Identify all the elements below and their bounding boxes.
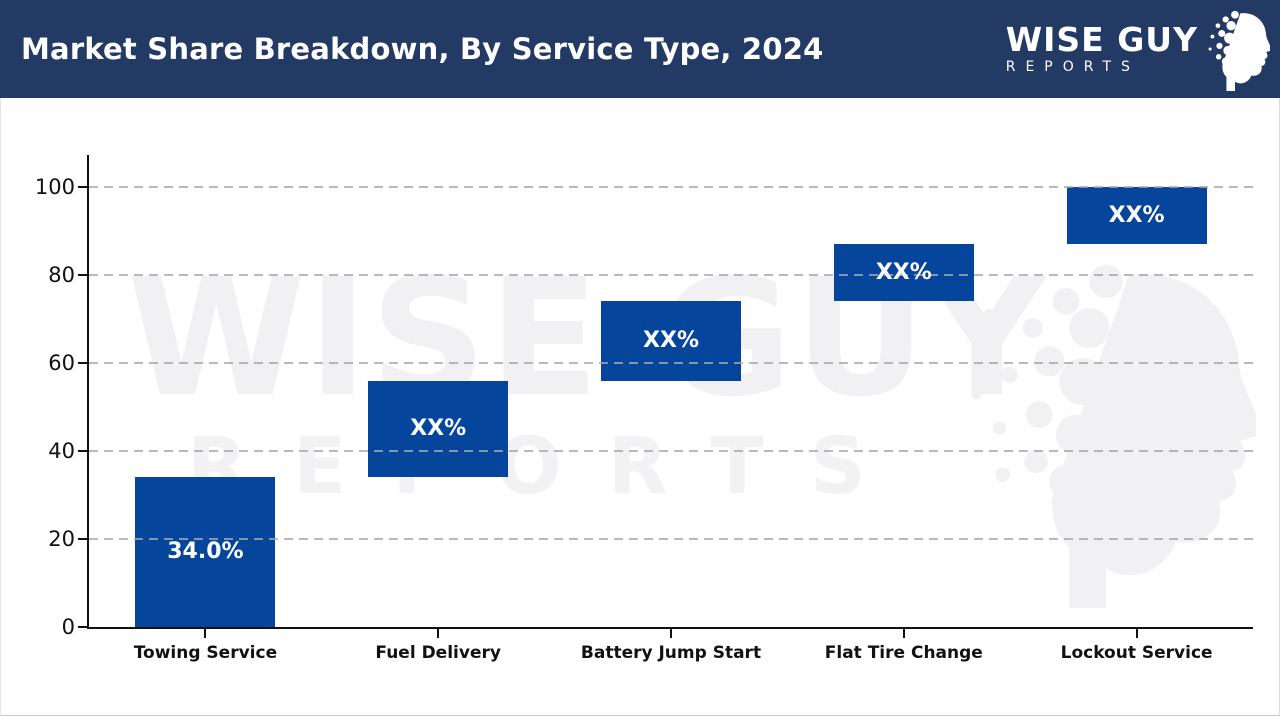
wiseguy-face-icon	[1208, 10, 1270, 91]
bar-value-label: XX%	[875, 259, 932, 285]
y-tick-label: 0	[61, 615, 75, 639]
bar-value-label: XX%	[410, 416, 467, 441]
bar-fuel-delivery	[368, 380, 509, 478]
gridline-60	[89, 362, 1253, 364]
y-tick	[78, 362, 87, 364]
wiseguy-logo: WISE GUY REPORTS	[1006, 6, 1280, 92]
y-tick-label: 80	[48, 263, 75, 287]
x-tick	[204, 629, 207, 638]
y-tick-label: 20	[48, 527, 75, 551]
x-category-label: Battery Jump Start	[580, 643, 762, 663]
x-tick	[670, 629, 672, 638]
y-tick-label: 60	[48, 351, 75, 375]
y-tick	[78, 626, 87, 628]
header-bar: Market Share Breakdown, By Service Type,…	[0, 0, 1280, 98]
bar-lockout-service	[1066, 187, 1207, 245]
y-tick	[78, 186, 87, 188]
x-tick	[902, 629, 905, 638]
chart-body: WISE GUY REPORTS 34.0% XX% XX% XX% XX% 0 20 40 6…	[0, 98, 1280, 716]
gridline-20	[89, 538, 1253, 540]
x-category-label: Flat Tire Change	[824, 643, 983, 663]
bar-battery-jump-start	[601, 301, 741, 381]
x-category-label: Lockout Service	[1060, 643, 1213, 663]
bar-value-label: XX%	[1108, 202, 1165, 228]
y-tick	[78, 274, 87, 276]
bar-towing-service	[135, 477, 276, 627]
x-category-label: Fuel Delivery	[375, 643, 501, 663]
logo-wordmark: WISE GUY	[1005, 20, 1198, 60]
y-tick	[78, 538, 87, 540]
y-axis-spine	[87, 155, 89, 629]
x-tick	[1135, 629, 1138, 638]
gridline-80	[89, 274, 1253, 276]
gridline-100	[89, 186, 1253, 188]
logo-subtitle: REPORTS	[1005, 58, 1140, 75]
x-axis-spine	[87, 627, 1253, 629]
y-tick	[78, 450, 87, 452]
bar-value-label: XX%	[643, 328, 699, 353]
waterfall-chart: 34.0% XX% XX% XX% XX% 0 20 40 60 80 100 Towing Serv…	[1, 98, 1279, 715]
bar-value-label: 34.0%	[167, 539, 244, 565]
x-category-label: Towing Service	[133, 643, 278, 663]
chart-title: Market Share Breakdown, By Service Type,…	[21, 32, 824, 66]
x-tick	[437, 629, 440, 638]
y-tick-label: 100	[34, 175, 75, 199]
y-tick-label: 40	[48, 439, 75, 463]
logo-text: WISE GUY REPORTS	[1006, 23, 1198, 75]
gridline-40	[89, 450, 1253, 452]
bar-flat-tire-change	[833, 244, 974, 302]
